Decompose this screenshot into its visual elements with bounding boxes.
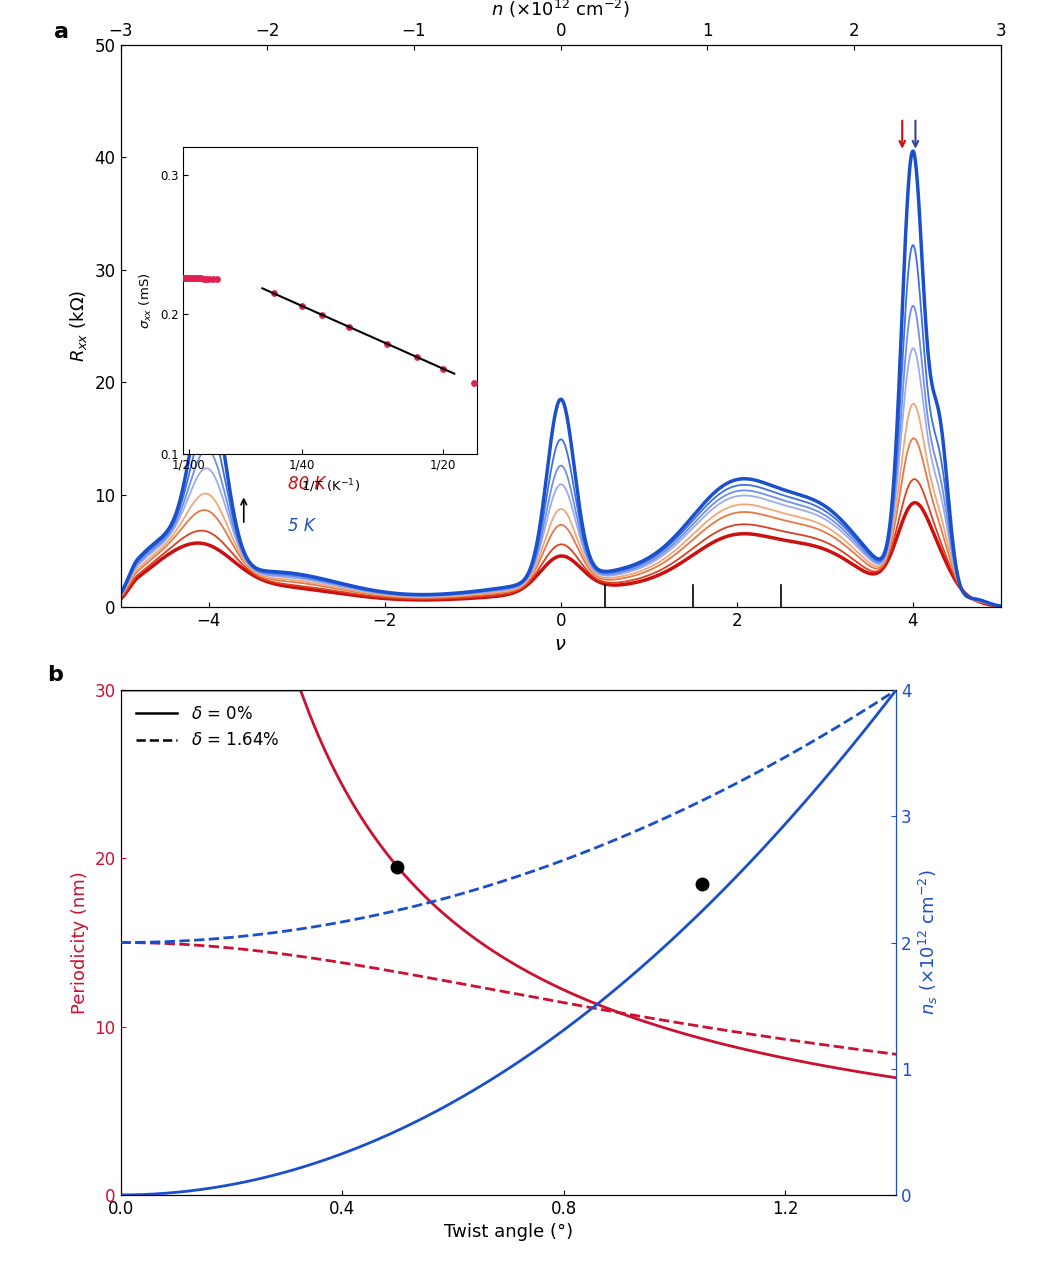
Y-axis label: $R_{xx}$ (k$\Omega$): $R_{xx}$ (k$\Omega$) bbox=[68, 290, 89, 362]
Point bbox=[201, 268, 218, 289]
Point bbox=[204, 268, 221, 289]
Y-axis label: Periodicity (nm): Periodicity (nm) bbox=[71, 872, 89, 1013]
X-axis label: Twist angle (°): Twist angle (°) bbox=[443, 1223, 573, 1241]
Point bbox=[183, 268, 200, 289]
Point bbox=[185, 268, 202, 289]
Point bbox=[177, 267, 194, 288]
Point bbox=[435, 358, 452, 378]
Text: b: b bbox=[47, 665, 63, 685]
Point bbox=[178, 267, 195, 288]
Point bbox=[176, 267, 193, 288]
Point bbox=[293, 295, 310, 316]
Point bbox=[176, 267, 193, 288]
Point bbox=[189, 268, 205, 289]
Point bbox=[378, 334, 395, 354]
Point bbox=[181, 268, 198, 289]
Y-axis label: $n_s$ ($\times$10$^{12}$ cm$^{-2}$): $n_s$ ($\times$10$^{12}$ cm$^{-2}$) bbox=[917, 869, 940, 1016]
Point bbox=[182, 268, 199, 289]
Y-axis label: $\sigma_{xx}$ (mS): $\sigma_{xx}$ (mS) bbox=[138, 272, 154, 328]
Legend: $\delta$ = 0%, $\delta$ = 1.64%: $\delta$ = 0%, $\delta$ = 1.64% bbox=[129, 699, 286, 757]
X-axis label: $n$ ($\times$10$^{12}$ cm$^{-2}$): $n$ ($\times$10$^{12}$ cm$^{-2}$) bbox=[492, 0, 630, 20]
Point bbox=[180, 268, 197, 289]
Point bbox=[466, 372, 483, 392]
Point bbox=[195, 268, 212, 289]
Point bbox=[265, 284, 282, 304]
X-axis label: $\nu$: $\nu$ bbox=[554, 635, 567, 654]
Text: 80 K: 80 K bbox=[288, 475, 325, 493]
Point bbox=[409, 348, 425, 368]
Point bbox=[209, 268, 225, 289]
Point bbox=[191, 268, 208, 289]
Point bbox=[179, 267, 196, 288]
Text: 5 K: 5 K bbox=[288, 516, 314, 534]
X-axis label: 1/$T$ (K$^{-1}$): 1/$T$ (K$^{-1}$) bbox=[301, 477, 359, 495]
Point bbox=[193, 268, 210, 289]
Text: a: a bbox=[54, 22, 69, 42]
Point bbox=[313, 304, 330, 325]
Point bbox=[341, 317, 357, 337]
Point bbox=[187, 268, 203, 289]
Point bbox=[198, 268, 215, 289]
